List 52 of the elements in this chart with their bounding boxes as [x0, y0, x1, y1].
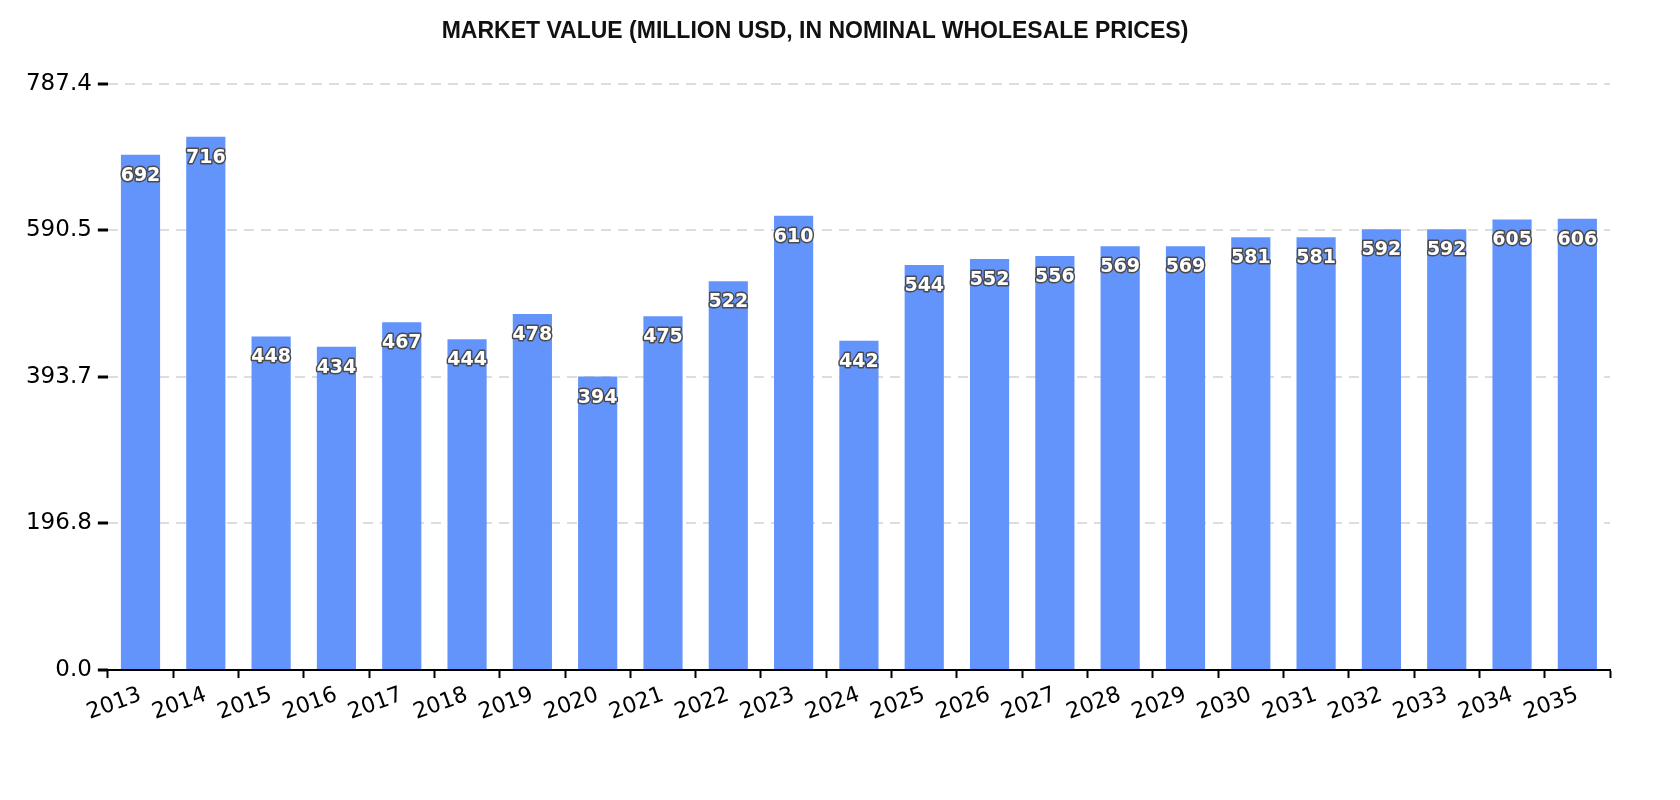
data-label: 448 [251, 344, 291, 367]
data-label: 522 [708, 289, 749, 312]
x-tick-label: 2027 [997, 681, 1059, 724]
y-tick-label: 0.0 [55, 655, 92, 682]
x-tick-label: 2018 [409, 681, 471, 724]
x-tick-label: 2021 [605, 681, 667, 724]
x-tick-label: 2013 [82, 681, 145, 724]
x-tick-label: 2026 [932, 681, 994, 724]
data-label: 610 [773, 223, 814, 246]
x-tick-label: 2020 [540, 681, 602, 724]
data-label: 394 [577, 384, 618, 407]
data-label: 592 [1426, 237, 1467, 260]
data-label: 592 [1361, 237, 1402, 260]
x-tick-label: 2034 [1454, 681, 1516, 724]
data-label: 556 [1035, 263, 1075, 286]
x-tick-label: 2030 [1193, 681, 1255, 724]
y-tick-label: 393.7 [25, 361, 92, 388]
data-label: 442 [839, 348, 879, 371]
x-tick-label: 2029 [1127, 681, 1190, 724]
data-label: 544 [904, 272, 945, 295]
y-tick-label: 787.4 [25, 68, 92, 95]
x-tick-label: 2035 [1519, 681, 1582, 724]
x-tick-label: 2033 [1389, 681, 1451, 724]
x-tick-label: 2017 [344, 681, 406, 724]
chart-title: MARKET VALUE (MILLION USD, IN NOMINAL WHOLESALE PRICES) [441, 17, 1189, 44]
x-tick-label: 2016 [278, 681, 341, 724]
data-label: 581 [1296, 245, 1336, 268]
x-tick-label: 2022 [670, 681, 732, 724]
x-tick-label: 2023 [736, 681, 798, 724]
x-tick-label: 2015 [213, 681, 275, 724]
data-label: 434 [316, 354, 357, 377]
x-tick-label: 2025 [866, 681, 928, 724]
data-label: 552 [969, 266, 1010, 289]
y-tick-label: 590.5 [25, 215, 92, 242]
data-label: 467 [381, 330, 422, 353]
x-tick-label: 2028 [1062, 681, 1124, 724]
data-label: 692 [120, 162, 161, 185]
x-tick-label: 2031 [1258, 681, 1320, 724]
data-label: 478 [512, 321, 553, 344]
data-label: 605 [1492, 227, 1532, 250]
data-label: 569 [1100, 254, 1140, 277]
x-tick-label: 2014 [148, 681, 210, 724]
x-tick-label: 2019 [474, 681, 537, 724]
data-label: 475 [643, 324, 683, 347]
y-tick-label: 196.8 [25, 508, 92, 535]
data-label: 606 [1557, 226, 1598, 249]
data-label: 716 [185, 144, 226, 167]
data-label: 444 [447, 347, 487, 370]
x-tick-label: 2024 [801, 681, 863, 724]
x-tick-label: 2032 [1323, 681, 1386, 724]
data-label: 581 [1230, 245, 1271, 268]
data-label: 569 [1165, 254, 1206, 277]
